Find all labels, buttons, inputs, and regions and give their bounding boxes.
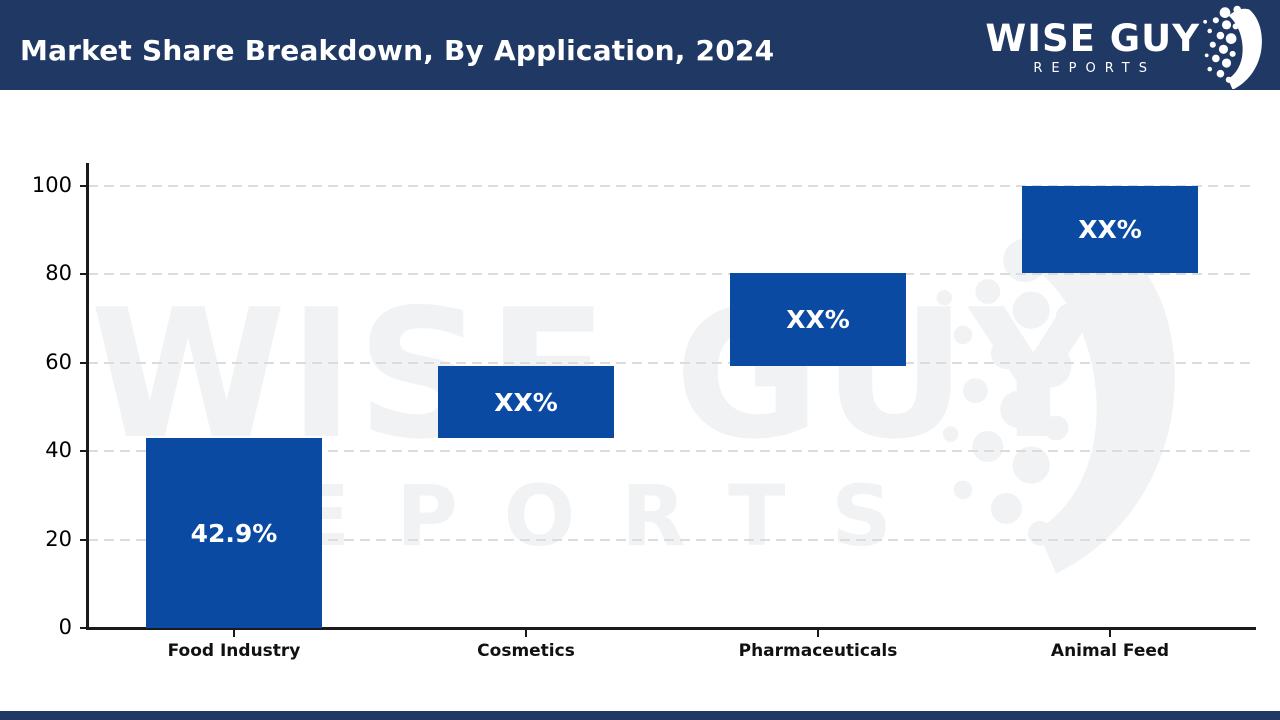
wise-guy-logo: WISE GUY REPORTS [985, 1, 1264, 89]
y-tick-label: 80 [45, 261, 72, 285]
y-tick-mark [80, 538, 88, 541]
y-gridline [88, 450, 1256, 452]
y-gridline [88, 273, 1256, 275]
x-category-label: Food Industry [167, 641, 301, 661]
y-tick-mark [80, 361, 88, 364]
y-tick-label: 0 [58, 615, 72, 639]
footer-bar [0, 711, 1280, 720]
y-tick-mark [80, 627, 88, 629]
header-bar: Market Share Breakdown, By Application, … [0, 0, 1280, 90]
x-category-label: Cosmetics [477, 641, 575, 661]
logo-subtitle: REPORTS [1033, 60, 1156, 76]
x-tick-mark [1109, 629, 1111, 637]
y-gridline [88, 538, 1256, 541]
bar-segment: XX% [1022, 185, 1198, 274]
bar-value-label: XX% [1078, 214, 1142, 244]
bar-value-label: XX% [786, 305, 850, 335]
x-tick-mark [233, 629, 235, 637]
y-tick-label: 60 [45, 349, 72, 374]
bar-value-label: XX% [494, 387, 558, 417]
y-tick-mark [80, 450, 88, 452]
x-category-label: Pharmaceuticals [738, 641, 898, 661]
y-axis-line [86, 163, 89, 630]
logo-text: WISE GUY REPORTS [985, 20, 1200, 75]
x-tick-mark [817, 629, 819, 637]
y-tick-label: 20 [45, 526, 72, 551]
x-axis-line [86, 627, 1256, 630]
y-tick-mark [80, 273, 88, 275]
dotted-head-icon [1203, 5, 1262, 89]
y-gridline [88, 361, 1256, 364]
bar-segment: XX% [730, 273, 906, 367]
y-gridline [88, 184, 1256, 187]
logo-wordmark: WISE GUY [985, 16, 1200, 60]
waterfall-chart: WISE GUY REPORTS 0 20 40 60 80 100 42.9% XX% XX%… [0, 90, 1280, 702]
x-category-label: Animal Feed [1050, 641, 1170, 661]
y-tick-label: 40 [45, 438, 72, 462]
page-title: Market Share Breakdown, By Application, … [20, 33, 775, 67]
y-tick-label: 100 [31, 172, 72, 197]
y-tick-mark [80, 184, 88, 187]
x-tick-mark [525, 629, 527, 637]
bar-segment: 42.9% [146, 438, 322, 628]
bar-segment: XX% [438, 366, 614, 439]
bar-value-label: 42.9% [190, 518, 278, 548]
